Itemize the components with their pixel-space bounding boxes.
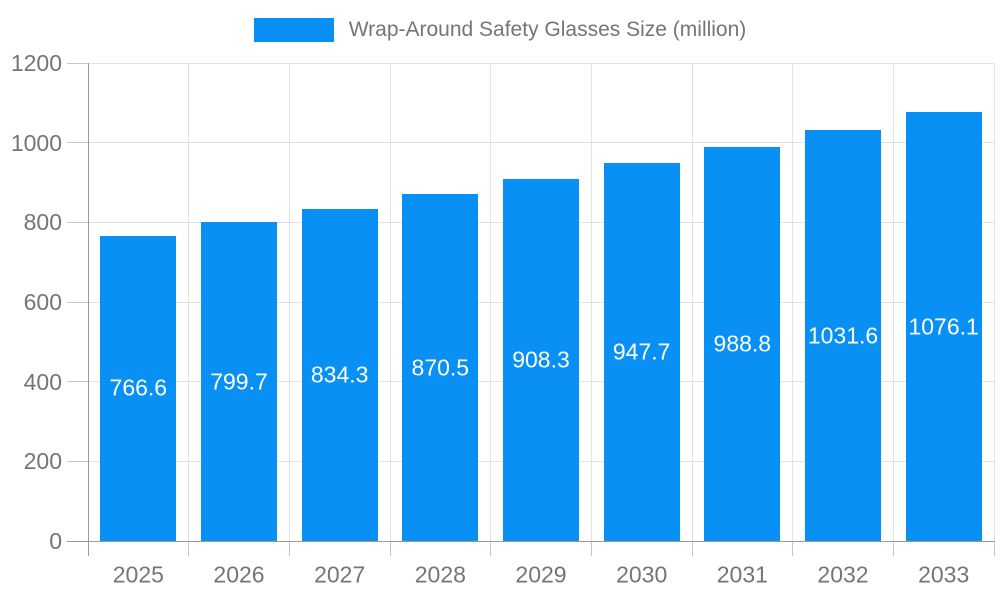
x-tick-mark (792, 541, 794, 556)
x-tick-mark (288, 541, 290, 556)
x-tick-mark (389, 541, 391, 556)
x-tick-mark (188, 541, 190, 556)
y-tick-mark (67, 221, 88, 223)
x-tick-label: 2031 (716, 561, 768, 588)
bar-value-label: 947.7 (612, 338, 671, 365)
x-tick-label: 2028 (414, 561, 466, 588)
y-tick-label: 1200 (10, 50, 62, 76)
bar-value-label: 1031.6 (807, 322, 879, 349)
x-tick-label: 2026 (213, 561, 265, 588)
y-tick-mark (67, 301, 88, 303)
y-axis-line (87, 63, 89, 556)
bar-value-label: 988.8 (713, 330, 772, 357)
y-gridline (88, 142, 994, 144)
x-tick-mark (892, 541, 894, 556)
x-tick-label: 2027 (314, 561, 366, 588)
bar[interactable] (201, 222, 277, 541)
legend-label: Wrap-Around Safety Glasses Size (million… (348, 18, 747, 41)
y-tick-label: 400 (23, 368, 62, 395)
bar[interactable] (805, 130, 881, 541)
y-tick-label: 200 (23, 448, 62, 475)
y-tick-label: 1000 (10, 129, 62, 156)
x-tick-label: 2025 (112, 561, 164, 588)
x-gridline (389, 63, 391, 541)
bar-value-label: 1076.1 (908, 313, 979, 340)
y-tick-label: 0 (49, 528, 62, 554)
x-axis-line (67, 540, 994, 542)
bar[interactable] (503, 179, 579, 541)
x-tick-mark (993, 541, 995, 556)
x-gridline (892, 63, 894, 541)
x-tick-label: 2030 (616, 561, 668, 588)
x-tick-label: 2029 (515, 561, 567, 588)
y-tick-label: 800 (23, 209, 62, 236)
y-tick-mark (67, 381, 88, 383)
x-gridline (490, 63, 492, 541)
y-gridline (88, 62, 994, 64)
y-tick-mark (67, 142, 88, 144)
x-gridline (590, 63, 592, 541)
x-tick-label: 2033 (918, 561, 970, 588)
x-gridline (792, 63, 794, 541)
bar[interactable] (100, 235, 177, 541)
x-gridline (288, 63, 290, 541)
x-tick-mark (490, 541, 492, 556)
y-tick-mark (67, 62, 88, 64)
x-tick-label: 2032 (817, 561, 869, 588)
x-gridline (993, 63, 995, 541)
bar[interactable] (704, 147, 781, 541)
bar-value-label: 908.3 (512, 346, 570, 373)
bar[interactable] (603, 163, 680, 541)
y-tick-label: 600 (23, 289, 62, 315)
x-gridline (188, 63, 190, 541)
bar[interactable] (402, 194, 479, 541)
bar-value-label: 834.3 (310, 361, 369, 388)
x-tick-mark (691, 541, 693, 556)
x-tick-mark (590, 541, 592, 556)
bar[interactable] (301, 208, 378, 541)
y-tick-mark (67, 460, 88, 462)
legend[interactable]: Wrap-Around Safety Glasses Size (million… (0, 18, 1000, 42)
legend-swatch-icon (253, 18, 334, 42)
bar-value-label: 870.5 (411, 354, 470, 381)
bar-value-label: 766.6 (109, 374, 168, 401)
bar-value-label: 799.7 (210, 368, 268, 395)
bar[interactable] (905, 112, 982, 541)
x-gridline (691, 63, 693, 541)
